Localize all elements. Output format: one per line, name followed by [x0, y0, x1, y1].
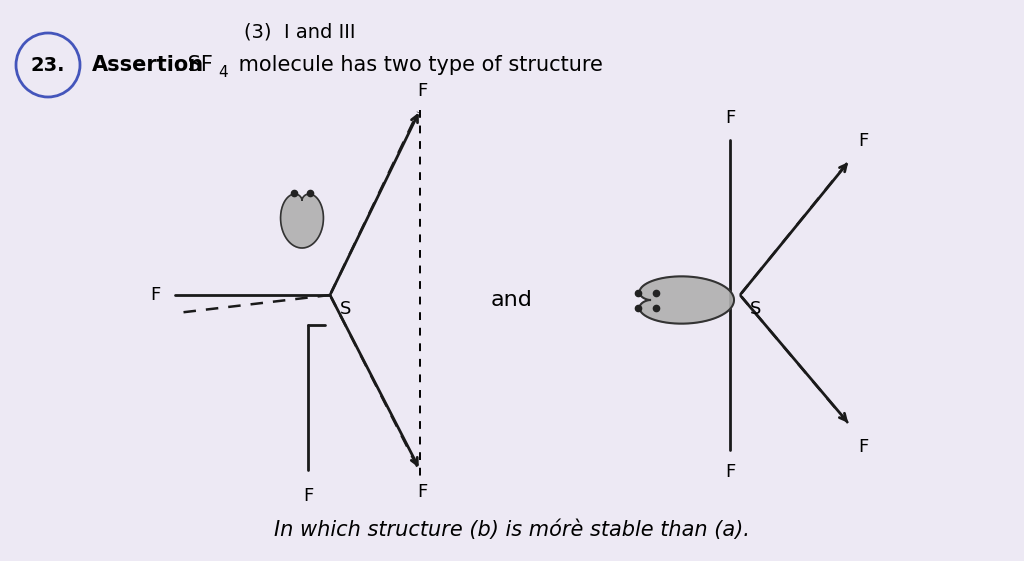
- Text: F: F: [303, 487, 313, 505]
- Polygon shape: [640, 277, 734, 324]
- Text: S: S: [750, 300, 762, 318]
- Text: S: S: [340, 300, 351, 318]
- Text: F: F: [725, 109, 735, 127]
- Text: F: F: [725, 463, 735, 481]
- Text: F: F: [150, 286, 160, 304]
- Text: and: and: [492, 290, 532, 310]
- Text: (3)  I and III: (3) I and III: [245, 22, 355, 41]
- Text: In which structure (b) is mórè stable than (a).: In which structure (b) is mórè stable th…: [274, 519, 750, 540]
- Text: molecule has two type of structure: molecule has two type of structure: [232, 55, 603, 75]
- Polygon shape: [281, 194, 324, 248]
- Text: 4: 4: [218, 65, 227, 80]
- Text: Assertion: Assertion: [92, 55, 204, 75]
- Text: F: F: [858, 132, 868, 150]
- Text: F: F: [417, 82, 427, 100]
- Text: F: F: [858, 438, 868, 456]
- Text: 23.: 23.: [31, 56, 66, 75]
- Text: F: F: [417, 483, 427, 501]
- Text: : SF: : SF: [174, 55, 213, 75]
